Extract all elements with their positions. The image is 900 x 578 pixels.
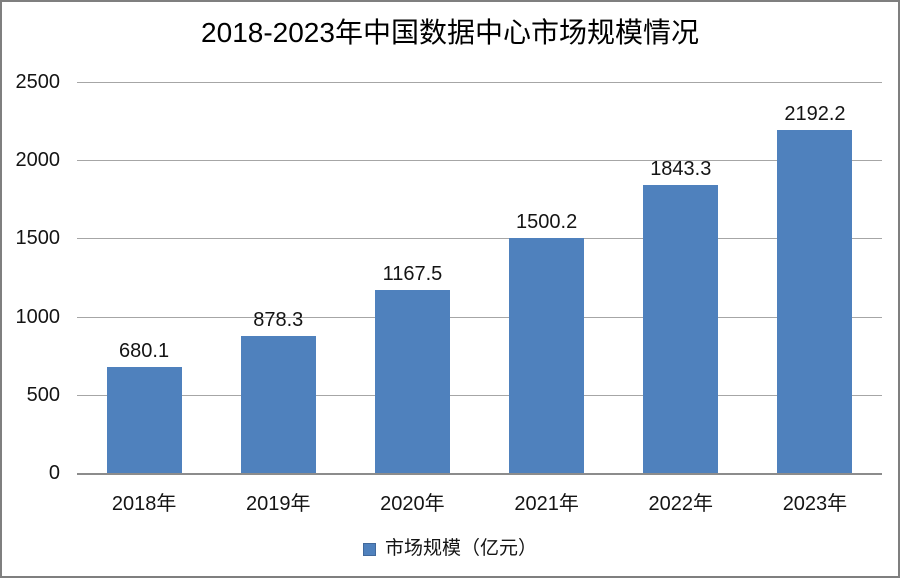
bar-slot: 1500.2	[480, 82, 614, 473]
x-tick-label: 2019年	[246, 493, 311, 515]
gridline	[77, 238, 882, 240]
bar	[509, 238, 585, 473]
gridline	[77, 394, 882, 396]
y-tick-label: 2000	[15, 149, 61, 172]
x-tick-label: 2023年	[782, 493, 848, 515]
bar-slot: 1167.5	[345, 82, 479, 473]
x-tick-label: 2022年	[648, 493, 714, 515]
legend-marker-icon	[362, 542, 376, 556]
plot-area: 680.1 878.3 1167.5 1500.2 1843.3 2192.2	[77, 82, 882, 475]
y-tick-label: 500	[26, 383, 60, 406]
bar-value-label: 2192.2	[784, 103, 846, 126]
bar-slot: 680.1	[77, 82, 211, 473]
x-tick-label: 2018年	[111, 493, 177, 515]
legend-label: 市场规模（亿元）	[384, 538, 537, 559]
bar-slot: 2192.2	[748, 82, 882, 473]
bar	[106, 366, 182, 473]
bar-value-label: 1167.5	[382, 263, 443, 286]
y-axis-labels: 0 500 1000 1500 2000 2500	[2, 71, 61, 484]
bar-value-label: 1843.3	[650, 157, 712, 180]
bars: 680.1 878.3 1167.5 1500.2 1843.3 2192.2	[77, 82, 882, 473]
bar	[240, 335, 316, 473]
bar-value-label: 680.1	[119, 339, 170, 362]
bar-value-label: 878.3	[253, 308, 304, 331]
y-tick-label: 1500	[15, 227, 61, 250]
y-tick-label: 2500	[15, 71, 61, 93]
bar-value-label: 1500.2	[516, 211, 578, 234]
x-tick-label: 2021年	[514, 493, 579, 515]
bar-slot: 1843.3	[614, 82, 748, 473]
x-tick-label: 2020年	[380, 493, 445, 515]
gridline	[77, 160, 882, 162]
bar	[374, 290, 450, 473]
bar	[777, 130, 853, 473]
bar	[643, 184, 719, 473]
bar-slot: 878.3	[211, 82, 345, 473]
chart-title: 2018-2023年中国数据中心市场规模情况	[201, 17, 699, 48]
y-tick-label: 1000	[15, 305, 61, 328]
legend: 市场规模（亿元）	[2, 537, 898, 561]
y-tick-label: 0	[48, 462, 60, 484]
gridline	[77, 82, 882, 83]
x-axis-labels: 2018年 2019年 2020年 2021年 2022年 2023年	[77, 492, 882, 516]
gridline	[77, 316, 882, 318]
